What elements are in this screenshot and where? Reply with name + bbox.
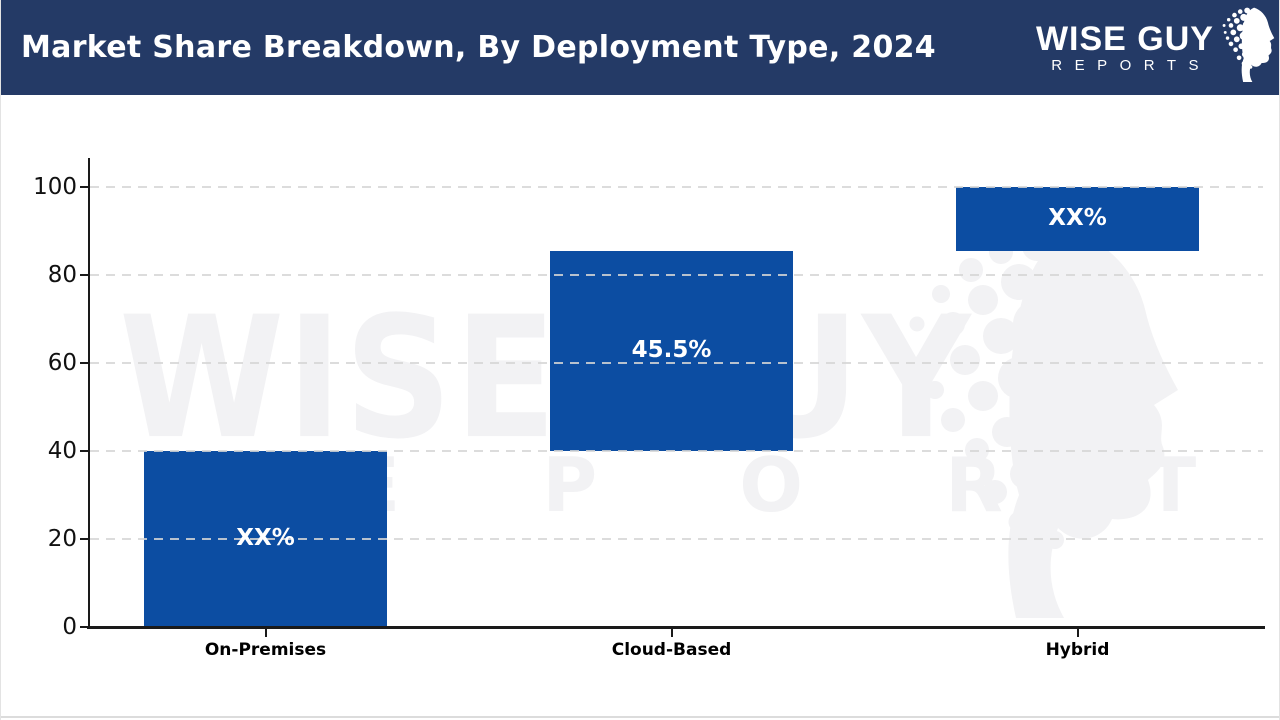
y-axis-tick	[80, 538, 89, 540]
gridline	[90, 274, 1263, 276]
y-axis-tick-label: 0	[62, 614, 77, 640]
x-axis-tick	[1076, 629, 1079, 637]
watermark-text-line1: WISE GUY	[119, 281, 973, 477]
bar	[956, 187, 1199, 251]
y-axis-tick	[80, 274, 89, 276]
head-profile-logo-icon	[1217, 7, 1275, 82]
chart-title: Market Share Breakdown, By Deployment Ty…	[21, 30, 936, 65]
gridline	[90, 450, 1263, 452]
x-axis-spine	[87, 626, 1265, 629]
y-axis-tick-label: 80	[47, 262, 77, 288]
watermark-head-icon	[881, 228, 1181, 618]
x-axis-tick	[670, 629, 673, 637]
x-axis-category-label: Cloud-Based	[611, 640, 732, 660]
bar	[550, 250, 793, 451]
gridline	[90, 362, 1263, 364]
y-axis-tick	[80, 450, 89, 452]
x-axis-category-label: On-Premises	[204, 640, 327, 660]
y-axis-tick-label: 60	[47, 350, 77, 376]
y-axis-spine	[88, 158, 90, 628]
figure-bottom-border	[1, 716, 1279, 718]
bar-value-label: XX%	[1048, 204, 1107, 231]
logo-brand-sub: REPORTS	[1051, 57, 1211, 74]
y-axis-tick-label: 20	[47, 526, 77, 552]
gridline	[90, 538, 1263, 540]
y-axis-tick-label: 40	[47, 438, 77, 464]
gridline	[90, 186, 1263, 188]
header-bar: Market Share Breakdown, By Deployment Ty…	[1, 0, 1279, 95]
y-axis-tick-label: 100	[33, 174, 77, 200]
x-axis-tick	[264, 629, 267, 637]
logo-brand-name: WISE GUY	[1035, 20, 1214, 58]
y-axis-tick	[80, 626, 89, 628]
bar-value-label: XX%	[236, 525, 295, 551]
y-axis-tick	[80, 362, 89, 364]
y-axis-tick	[80, 186, 89, 188]
bar-value-label: 45.5%	[631, 336, 712, 363]
x-axis-category-label: Hybrid	[1045, 640, 1110, 660]
